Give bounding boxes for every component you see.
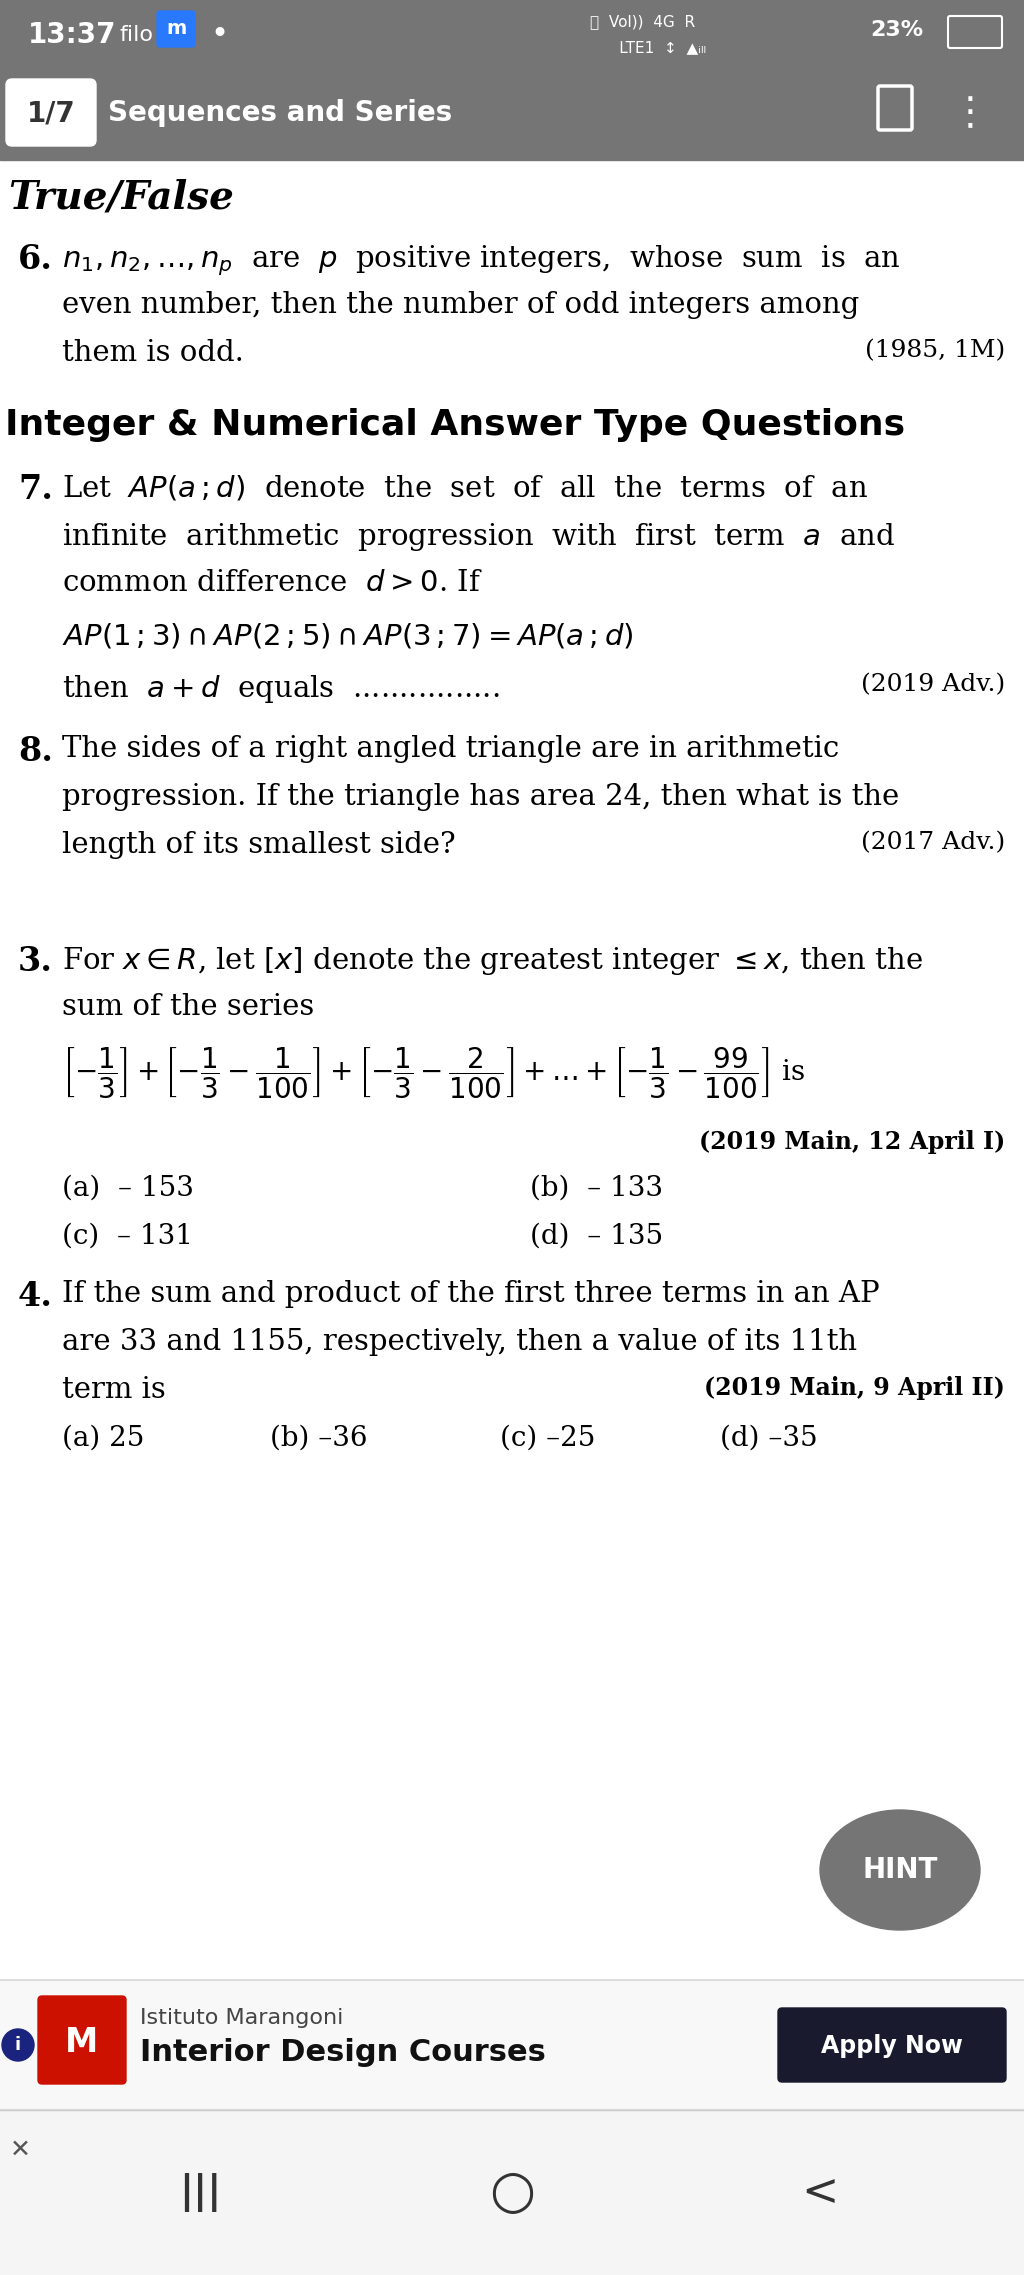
Text: (2019 Main, 12 April I): (2019 Main, 12 April I) — [698, 1131, 1005, 1153]
Text: $AP(1\,;3) \cap AP(2\,;5) \cap AP(3\,;7) = AP(a\,;d)$: $AP(1\,;3) \cap AP(2\,;5) \cap AP(3\,;7)… — [62, 621, 634, 651]
Text: Apply Now: Apply Now — [821, 2034, 963, 2059]
Text: Istituto Marangoni: Istituto Marangoni — [140, 2009, 343, 2027]
Text: ✕: ✕ — [9, 2138, 31, 2161]
Text: (1985, 1M): (1985, 1M) — [864, 339, 1005, 362]
Text: 23%: 23% — [870, 20, 923, 41]
Text: If the sum and product of the first three terms in an AP: If the sum and product of the first thre… — [62, 1281, 880, 1308]
Text: are 33 and 1155, respectively, then a value of its 11th: are 33 and 1155, respectively, then a va… — [62, 1329, 857, 1356]
Text: (c) –25: (c) –25 — [500, 1424, 595, 1451]
Text: The sides of a right angled triangle are in arithmetic: The sides of a right angled triangle are… — [62, 735, 840, 762]
Text: 1/7: 1/7 — [27, 100, 76, 127]
Circle shape — [2, 2029, 34, 2061]
Text: i: i — [15, 2036, 22, 2054]
Text: (c)  – 131: (c) – 131 — [62, 1224, 193, 1249]
Text: HINT: HINT — [862, 1856, 938, 1884]
Text: 🔇  Vol))  4G  R: 🔇 Vol)) 4G R — [590, 14, 695, 30]
Text: True/False: True/False — [8, 177, 233, 216]
Text: $n_1, n_2, \ldots, n_p$  are  $p$  positive integers,  whose  sum  is  an: $n_1, n_2, \ldots, n_p$ are $p$ positive… — [62, 243, 901, 278]
Text: (d) –35: (d) –35 — [720, 1424, 817, 1451]
Text: m: m — [166, 20, 186, 39]
Text: even number, then the number of odd integers among: even number, then the number of odd inte… — [62, 291, 859, 318]
Text: Sequences and Series: Sequences and Series — [108, 100, 453, 127]
Text: 6.: 6. — [18, 243, 53, 275]
Text: (d)  – 135: (d) – 135 — [530, 1224, 664, 1249]
Ellipse shape — [820, 1811, 980, 1929]
FancyBboxPatch shape — [6, 80, 96, 146]
Text: then  $a + d$  equals  ................: then $a + d$ equals ................ — [62, 673, 500, 705]
Text: filo: filo — [120, 25, 154, 46]
Text: (b) –36: (b) –36 — [270, 1424, 368, 1451]
Text: For $x \in R$, let $[x]$ denote the greatest integer $\leq x$, then the: For $x \in R$, let $[x]$ denote the grea… — [62, 944, 924, 976]
Text: 13:37: 13:37 — [28, 20, 117, 50]
Text: <: < — [802, 2170, 839, 2214]
Text: (2019 Main, 9 April II): (2019 Main, 9 April II) — [705, 1376, 1005, 1399]
Text: (2017 Adv.): (2017 Adv.) — [861, 830, 1005, 853]
FancyBboxPatch shape — [157, 11, 195, 48]
Text: 8.: 8. — [18, 735, 53, 769]
Text: •: • — [210, 20, 228, 50]
FancyBboxPatch shape — [778, 2009, 1006, 2082]
Bar — [0, 0, 1024, 71]
Text: them is odd.: them is odd. — [62, 339, 244, 366]
Bar — [0, 2109, 1024, 2275]
Text: progression. If the triangle has area 24, then what is the: progression. If the triangle has area 24… — [62, 783, 899, 810]
Text: Let  $AP(a\,;d)$  denote  the  set  of  all  the  terms  of  an: Let $AP(a\,;d)$ denote the set of all th… — [62, 473, 868, 503]
Text: (b)  – 133: (b) – 133 — [530, 1174, 663, 1201]
Text: 4.: 4. — [18, 1281, 53, 1313]
Text: LTE1  ↕  ▲ᵢₗₗ: LTE1 ↕ ▲ᵢₗₗ — [590, 41, 706, 55]
Text: length of its smallest side?: length of its smallest side? — [62, 830, 456, 860]
Text: $\left[-\dfrac{1}{3}\right] + \left[-\dfrac{1}{3} - \dfrac{1}{100}\right] + \lef: $\left[-\dfrac{1}{3}\right] + \left[-\df… — [62, 1044, 805, 1101]
FancyBboxPatch shape — [38, 1995, 126, 2084]
Bar — [0, 1979, 1024, 2109]
Text: (a) 25: (a) 25 — [62, 1424, 144, 1451]
Text: (a)  – 153: (a) – 153 — [62, 1174, 194, 1201]
Text: Integer & Numerical Answer Type Questions: Integer & Numerical Answer Type Question… — [5, 407, 905, 441]
Text: M: M — [66, 2025, 98, 2059]
Text: ⋮: ⋮ — [950, 93, 989, 132]
Text: term is: term is — [62, 1376, 166, 1404]
Text: infinite  arithmetic  progression  with  first  term  $a$  and: infinite arithmetic progression with fir… — [62, 521, 895, 553]
Text: sum of the series: sum of the series — [62, 992, 314, 1021]
Text: ○: ○ — [489, 2166, 535, 2218]
Text: (2019 Adv.): (2019 Adv.) — [861, 673, 1005, 696]
Text: Interior Design Courses: Interior Design Courses — [140, 2038, 546, 2068]
Bar — [0, 71, 1024, 159]
Text: 7.: 7. — [18, 473, 53, 505]
Text: |||: ||| — [179, 2173, 221, 2211]
Text: 3.: 3. — [18, 944, 53, 978]
Text: common difference  $d > 0$. If: common difference $d > 0$. If — [62, 569, 482, 596]
